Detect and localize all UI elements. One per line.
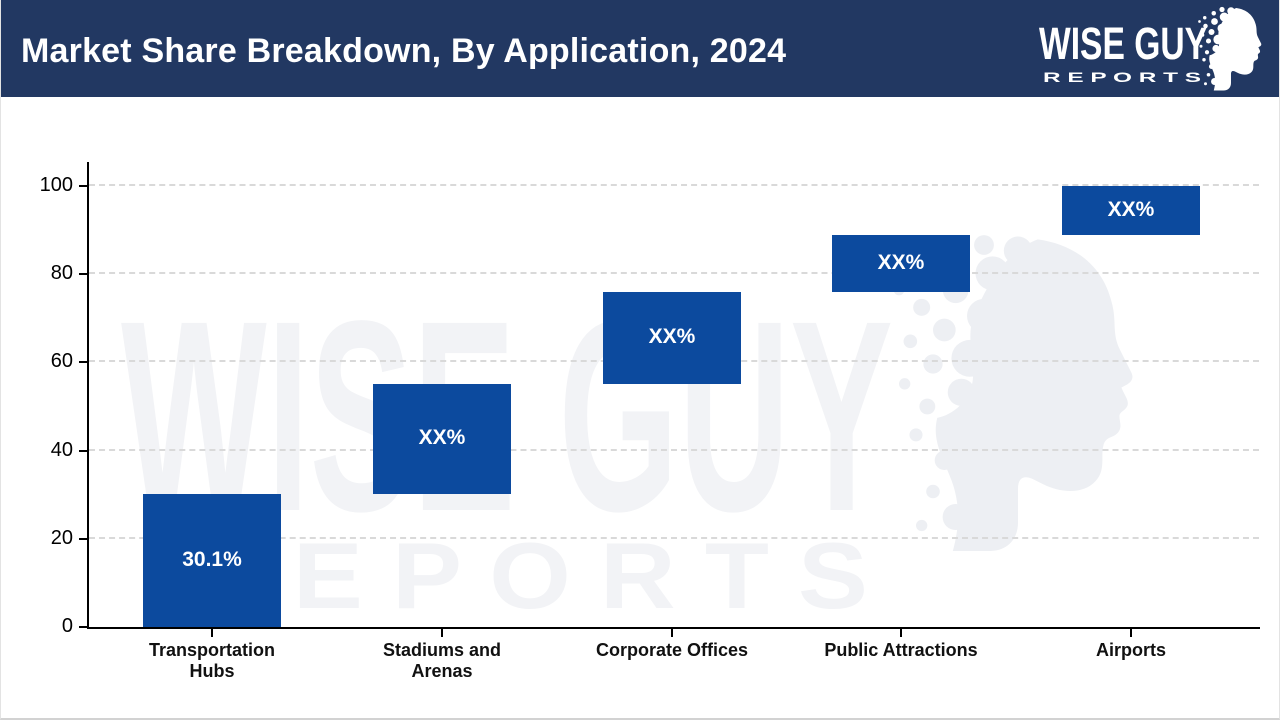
- x-category-label: Public Attractions: [786, 640, 1016, 661]
- bar-value-label: XX%: [418, 426, 466, 450]
- y-tick-60: [79, 361, 87, 364]
- chart-area: WISE GUY R E P O R T S 0 20 40 60 80 100 30.1%…: [1, 97, 1279, 718]
- y-tick-0: [79, 626, 87, 628]
- wise-guy-logo: WISE GUY R E P O R T S: [1039, 3, 1277, 95]
- y-tick-label: 60: [50, 350, 73, 373]
- x-category-label-line: Stadiums and: [382, 640, 502, 660]
- bar-segment: [373, 384, 511, 495]
- y-tick-label: 20: [50, 526, 73, 549]
- x-category-label-line: Arenas: [411, 661, 473, 681]
- x-category-label-line: Airports: [1095, 640, 1166, 660]
- bar-value-label: XX%: [877, 250, 925, 274]
- bar-segment: [1062, 186, 1200, 236]
- bar-value-label: 30.1%: [182, 547, 242, 571]
- bar-segment: [603, 291, 741, 385]
- gridline-100: [89, 184, 1259, 186]
- logo-face-icon: [1198, 7, 1261, 91]
- x-category-label: Corporate Offices: [557, 640, 787, 661]
- x-category-label: Stadiums and Arenas: [327, 640, 557, 682]
- x-tick: [671, 629, 673, 637]
- y-tick-20: [79, 537, 87, 540]
- y-tick-label: 80: [50, 262, 73, 285]
- y-axis-line: [87, 162, 89, 629]
- y-tick-100: [79, 185, 87, 187]
- chart-title: Market Share Breakdown, By Application, …: [21, 32, 787, 70]
- y-tick-80: [79, 273, 87, 276]
- gridline-20: [89, 536, 1259, 539]
- y-tick-label: 0: [61, 615, 73, 637]
- bar-value-label: XX%: [1107, 197, 1155, 221]
- x-category-label: Transportation Hubs: [97, 640, 327, 682]
- header-band: Market Share Breakdown, By Application, …: [1, 0, 1279, 97]
- x-category-label-line: Transportation: [148, 640, 275, 660]
- bar-value-label: XX%: [648, 325, 696, 349]
- x-axis-line: [87, 627, 1260, 629]
- logo-subtext: R E P O R T S: [1043, 69, 1201, 85]
- x-tick: [900, 629, 902, 637]
- gridline-80: [89, 272, 1259, 275]
- x-category-label-line: Public Attractions: [824, 640, 978, 660]
- x-tick: [1130, 629, 1132, 637]
- x-tick: [211, 629, 213, 637]
- logo-wordmark: WISE GUY: [1039, 18, 1207, 69]
- x-tick: [441, 629, 443, 637]
- x-category-label-line: Hubs: [189, 661, 235, 681]
- bar-segment: [143, 494, 281, 627]
- y-tick-label: 40: [50, 438, 73, 461]
- y-tick-label: 100: [39, 174, 73, 196]
- x-category-label: Airports: [1016, 640, 1246, 661]
- y-tick-40: [79, 449, 87, 452]
- gridline-40: [89, 448, 1259, 451]
- x-category-label-line: Corporate Offices: [595, 640, 749, 660]
